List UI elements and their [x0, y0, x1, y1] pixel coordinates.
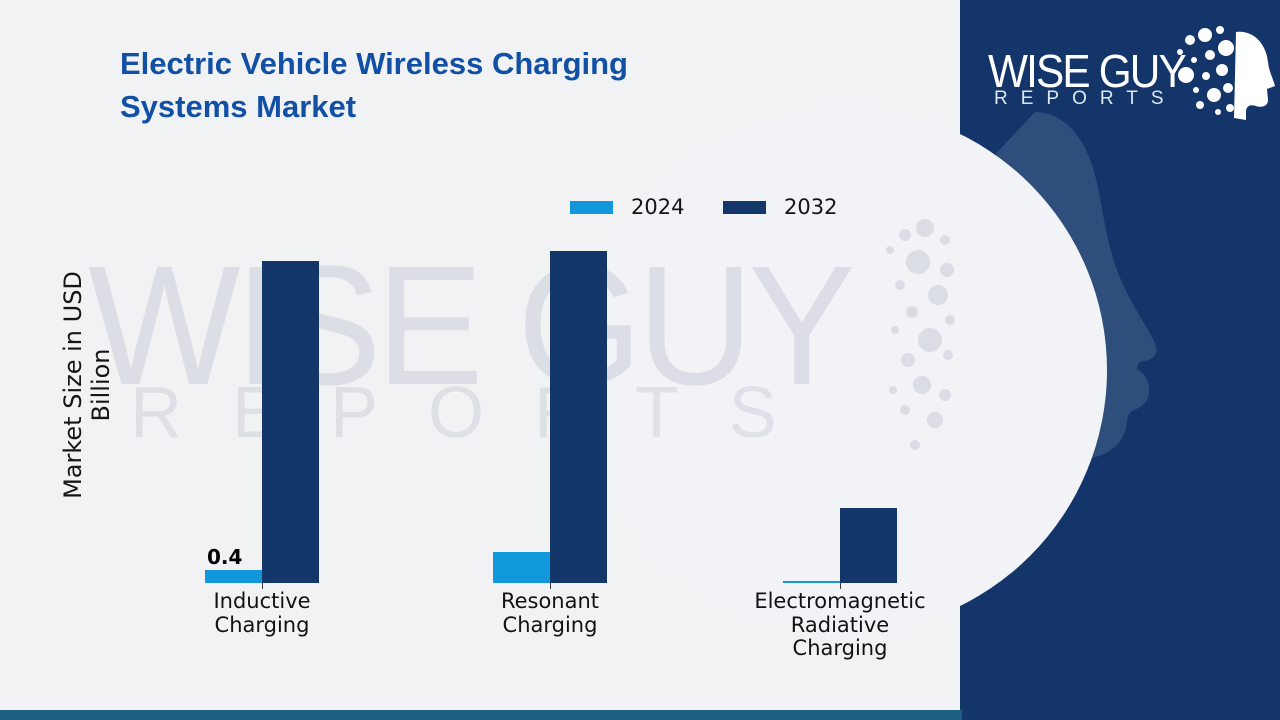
legend-label-2032: 2032	[784, 195, 838, 219]
watermark-wiseguy: WISE GUY	[88, 231, 856, 421]
category-label-2: Electromagnetic Radiative Charging	[754, 589, 926, 660]
bar-2032-cat0	[262, 261, 319, 583]
watermark-dots	[886, 219, 955, 450]
category-label-1: Resonant Charging	[500, 589, 600, 637]
x-tick-0	[262, 583, 263, 589]
bar-2024-cat2	[783, 581, 840, 583]
legend-swatch-2032	[723, 200, 766, 214]
light-circle	[581, 107, 1107, 633]
bar-value-label: 0.4	[207, 545, 243, 569]
page-title: Electric Vehicle Wireless Charging Syste…	[120, 46, 628, 124]
bar-2024-cat0	[205, 570, 262, 583]
legend-item-2032: 2032	[723, 195, 837, 219]
brand-subtitle: REPORTS	[994, 88, 1177, 109]
bar-2024-cat1	[493, 552, 550, 583]
x-tick-2	[840, 583, 841, 589]
brand-name: WISE GUY	[988, 45, 1187, 97]
legend-swatch-2024	[570, 200, 613, 214]
legend-label-2024: 2024	[631, 195, 685, 219]
bar-2032-cat1	[550, 251, 607, 583]
footer-bar	[0, 710, 962, 720]
y-axis-label: Market Size in USD Billion	[59, 271, 115, 499]
brand-head-icon	[1177, 26, 1275, 120]
legend-item-2024: 2024	[570, 195, 684, 219]
watermark-reports: REPORTS	[130, 373, 827, 453]
bar-2032-cat2	[840, 508, 897, 583]
category-label-0: Inductive Charging	[213, 589, 311, 637]
x-tick-1	[550, 583, 551, 589]
